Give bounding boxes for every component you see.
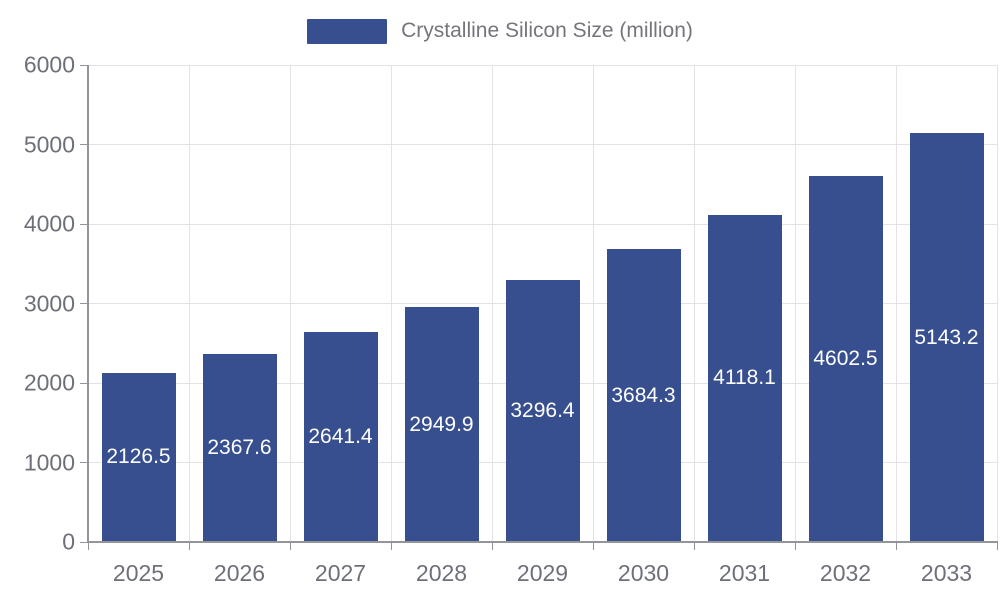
x-axis-tick xyxy=(491,542,493,550)
x-axis-tick xyxy=(693,542,695,550)
bar[interactable]: 4602.5 xyxy=(808,176,883,542)
y-tick-label: 0 xyxy=(62,528,75,555)
x-axis-tick xyxy=(996,542,998,550)
bar-value-label: 2641.4 xyxy=(308,424,373,448)
y-axis-tick xyxy=(80,64,88,66)
y-axis-tick xyxy=(80,382,88,384)
y-tick-label: 6000 xyxy=(23,51,75,78)
x-tick-label: 2032 xyxy=(819,560,872,586)
bar[interactable]: 4118.1 xyxy=(707,214,782,542)
x-axis-line xyxy=(87,541,998,543)
y-axis-tick xyxy=(80,223,88,225)
v-gridline xyxy=(188,65,190,542)
bar[interactable]: 2367.6 xyxy=(202,353,277,542)
x-axis-tick xyxy=(794,542,796,550)
bar-value-label: 2949.9 xyxy=(409,412,474,436)
v-gridline xyxy=(996,65,998,542)
h-gridline xyxy=(88,144,997,145)
h-gridline xyxy=(88,64,997,66)
bar-value-label: 5143.2 xyxy=(914,325,979,349)
v-gridline xyxy=(895,65,897,542)
bar-value-label: 2126.5 xyxy=(106,445,171,469)
y-tick-label: 4000 xyxy=(23,210,75,237)
legend-label: Crystalline Silicon Size (million) xyxy=(401,19,693,42)
x-axis-tick xyxy=(188,542,190,550)
legend-swatch xyxy=(307,18,388,44)
bar[interactable]: 2126.5 xyxy=(101,372,176,542)
v-gridline xyxy=(289,65,291,542)
v-gridline xyxy=(592,65,594,542)
x-axis-tick xyxy=(87,542,89,550)
x-tick-label: 2027 xyxy=(314,560,367,586)
x-axis-tick xyxy=(289,542,291,550)
bar[interactable]: 2949.9 xyxy=(404,307,479,542)
v-gridline xyxy=(491,65,493,542)
y-axis-tick xyxy=(80,303,88,304)
x-tick-label: 2033 xyxy=(920,560,973,586)
x-tick-label: 2031 xyxy=(718,560,771,586)
v-gridline xyxy=(390,65,392,542)
bar-value-label: 4118.1 xyxy=(713,366,776,390)
x-tick-label: 2026 xyxy=(213,560,266,586)
y-tick-label: 1000 xyxy=(23,449,75,475)
x-tick-label: 2029 xyxy=(516,560,569,586)
y-axis-line xyxy=(87,65,89,542)
v-gridline xyxy=(693,65,695,542)
y-axis-tick xyxy=(80,462,88,463)
h-gridline xyxy=(88,223,997,225)
bar[interactable]: 2641.4 xyxy=(303,332,378,542)
y-tick-label: 2000 xyxy=(23,369,75,396)
bar-value-label: 2367.6 xyxy=(207,435,272,459)
x-tick-label: 2030 xyxy=(617,560,670,586)
x-axis-tick xyxy=(390,542,392,550)
bar[interactable]: 3684.3 xyxy=(606,249,681,542)
bar[interactable]: 3296.4 xyxy=(505,279,580,542)
bar[interactable]: 5143.2 xyxy=(909,133,984,542)
bar-value-label: 3296.4 xyxy=(510,398,575,422)
x-tick-label: 2028 xyxy=(415,560,468,586)
y-tick-label: 3000 xyxy=(23,290,75,316)
v-gridline xyxy=(794,65,796,542)
y-tick-label: 5000 xyxy=(23,131,75,157)
y-axis-tick xyxy=(80,541,88,543)
bar-value-label: 4602.5 xyxy=(813,347,878,371)
y-axis-tick xyxy=(80,144,88,145)
x-axis-tick xyxy=(895,542,897,550)
legend-item[interactable]: Crystalline Silicon Size (million) xyxy=(0,16,1000,46)
x-axis-tick xyxy=(592,542,594,550)
bar-value-label: 3684.3 xyxy=(611,383,676,407)
x-tick-label: 2025 xyxy=(112,560,165,586)
